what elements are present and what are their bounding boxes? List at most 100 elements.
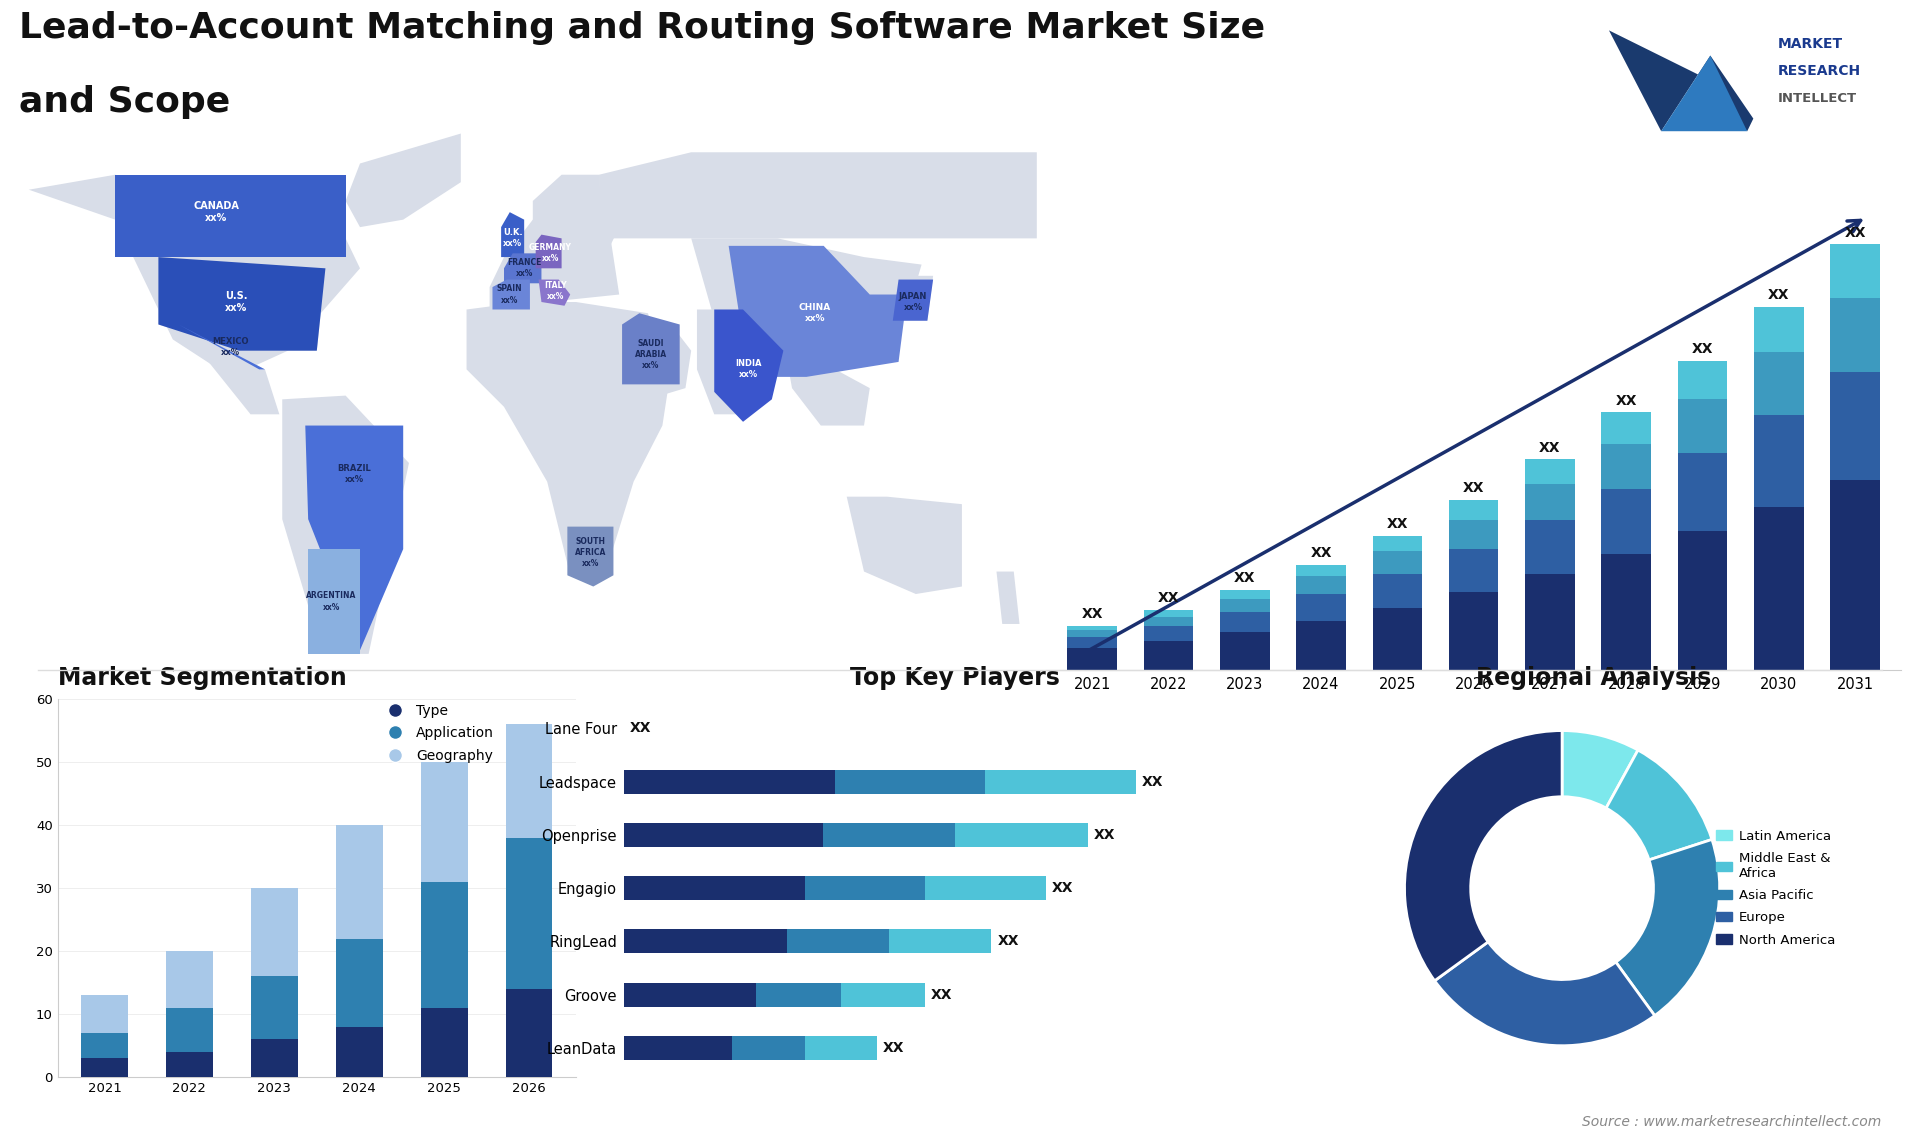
Bar [1296, 565, 1346, 576]
Bar [1755, 507, 1803, 670]
Bar [835, 770, 985, 793]
Polygon shape [346, 134, 461, 227]
Text: MEXICO
xx%: MEXICO xx% [211, 337, 250, 358]
Polygon shape [847, 496, 962, 594]
Text: SOUTH
AFRICA
xx%: SOUTH AFRICA xx% [574, 537, 607, 568]
Bar [1450, 591, 1498, 670]
Bar [985, 770, 1137, 793]
Bar [1068, 647, 1117, 670]
Text: XX: XX [1094, 827, 1116, 842]
Bar [1373, 574, 1423, 607]
Bar [787, 929, 889, 953]
Bar [822, 823, 954, 847]
Bar [841, 983, 925, 1006]
Text: GERMANY
xx%: GERMANY xx% [528, 243, 572, 264]
Bar [252, 888, 298, 976]
Bar [1524, 460, 1574, 484]
Bar [954, 823, 1087, 847]
Polygon shape [1697, 56, 1753, 131]
Polygon shape [157, 257, 326, 351]
Text: XX: XX [1142, 775, 1164, 788]
Polygon shape [538, 280, 570, 306]
Bar [1755, 307, 1803, 352]
Bar [1068, 630, 1117, 637]
Wedge shape [1563, 731, 1638, 808]
Polygon shape [536, 235, 563, 268]
Text: ARGENTINA
xx%: ARGENTINA xx% [305, 591, 357, 612]
Text: XX: XX [1768, 289, 1789, 303]
Text: SAUDI
ARABIA
xx%: SAUDI ARABIA xx% [636, 339, 666, 370]
Polygon shape [179, 324, 280, 415]
Bar [1068, 626, 1117, 630]
Bar [925, 877, 1046, 900]
Text: CANADA
xx%: CANADA xx% [194, 201, 238, 223]
Bar [1450, 520, 1498, 549]
Bar [624, 770, 835, 793]
Bar [1296, 594, 1346, 621]
Bar [336, 1027, 382, 1077]
Text: INTELLECT: INTELLECT [1778, 92, 1857, 105]
Bar [1373, 536, 1423, 551]
Bar [1144, 626, 1192, 642]
Text: XX: XX [1309, 547, 1332, 560]
Bar [1678, 453, 1728, 532]
Text: Source : www.marketresearchintellect.com: Source : www.marketresearchintellect.com [1582, 1115, 1882, 1129]
Text: XX: XX [996, 934, 1020, 949]
Text: U.S.
xx%: U.S. xx% [225, 291, 248, 313]
Legend: Latin America, Middle East &
Africa, Asia Pacific, Europe, North America: Latin America, Middle East & Africa, Asi… [1711, 824, 1841, 952]
Bar [1144, 642, 1192, 670]
Polygon shape [490, 201, 620, 309]
Text: Lead-to-Account Matching and Routing Software Market Size: Lead-to-Account Matching and Routing Sof… [19, 11, 1265, 46]
Text: INDIA
xx%: INDIA xx% [735, 360, 762, 379]
Bar [1219, 598, 1269, 612]
Bar [252, 1039, 298, 1077]
Text: XX: XX [1692, 343, 1713, 356]
Bar [165, 951, 213, 1008]
Bar [1296, 576, 1346, 594]
Bar [804, 1036, 877, 1060]
Text: XX: XX [1463, 481, 1484, 495]
Bar [1524, 520, 1574, 574]
Bar [1219, 612, 1269, 633]
Bar [1373, 551, 1423, 574]
Polygon shape [534, 174, 599, 227]
Text: XX: XX [883, 1041, 904, 1055]
Bar [165, 1052, 213, 1077]
Title: Top Key Players: Top Key Players [851, 666, 1060, 690]
Bar [81, 1059, 129, 1077]
Bar [81, 1034, 129, 1059]
Bar [1144, 610, 1192, 617]
Polygon shape [622, 313, 680, 384]
Bar [804, 877, 925, 900]
Bar [624, 983, 756, 1006]
Text: XX: XX [1845, 226, 1866, 240]
Bar [505, 838, 553, 989]
Text: XX: XX [1052, 881, 1073, 895]
Polygon shape [29, 174, 361, 377]
Bar [624, 877, 804, 900]
Polygon shape [697, 309, 783, 415]
Bar [420, 882, 468, 1008]
Bar [1830, 372, 1880, 480]
Text: ITALY
xx%: ITALY xx% [545, 281, 566, 301]
Text: U.K.
xx%: U.K. xx% [503, 228, 522, 249]
Polygon shape [730, 246, 908, 377]
Bar [1296, 621, 1346, 670]
Polygon shape [467, 303, 668, 575]
Bar [1678, 532, 1728, 670]
Bar [1755, 415, 1803, 507]
Text: Market Segmentation: Market Segmentation [58, 666, 346, 690]
Text: and Scope: and Scope [19, 85, 230, 118]
Bar [1144, 617, 1192, 626]
Text: XX: XX [1615, 394, 1638, 408]
Bar [336, 939, 382, 1027]
Polygon shape [691, 238, 922, 339]
Text: XX: XX [1081, 607, 1102, 621]
Polygon shape [996, 572, 1020, 623]
Polygon shape [493, 280, 530, 309]
Polygon shape [547, 182, 628, 257]
Bar [1524, 484, 1574, 520]
Bar [1601, 413, 1651, 444]
Bar [624, 1036, 732, 1060]
Polygon shape [157, 257, 326, 351]
